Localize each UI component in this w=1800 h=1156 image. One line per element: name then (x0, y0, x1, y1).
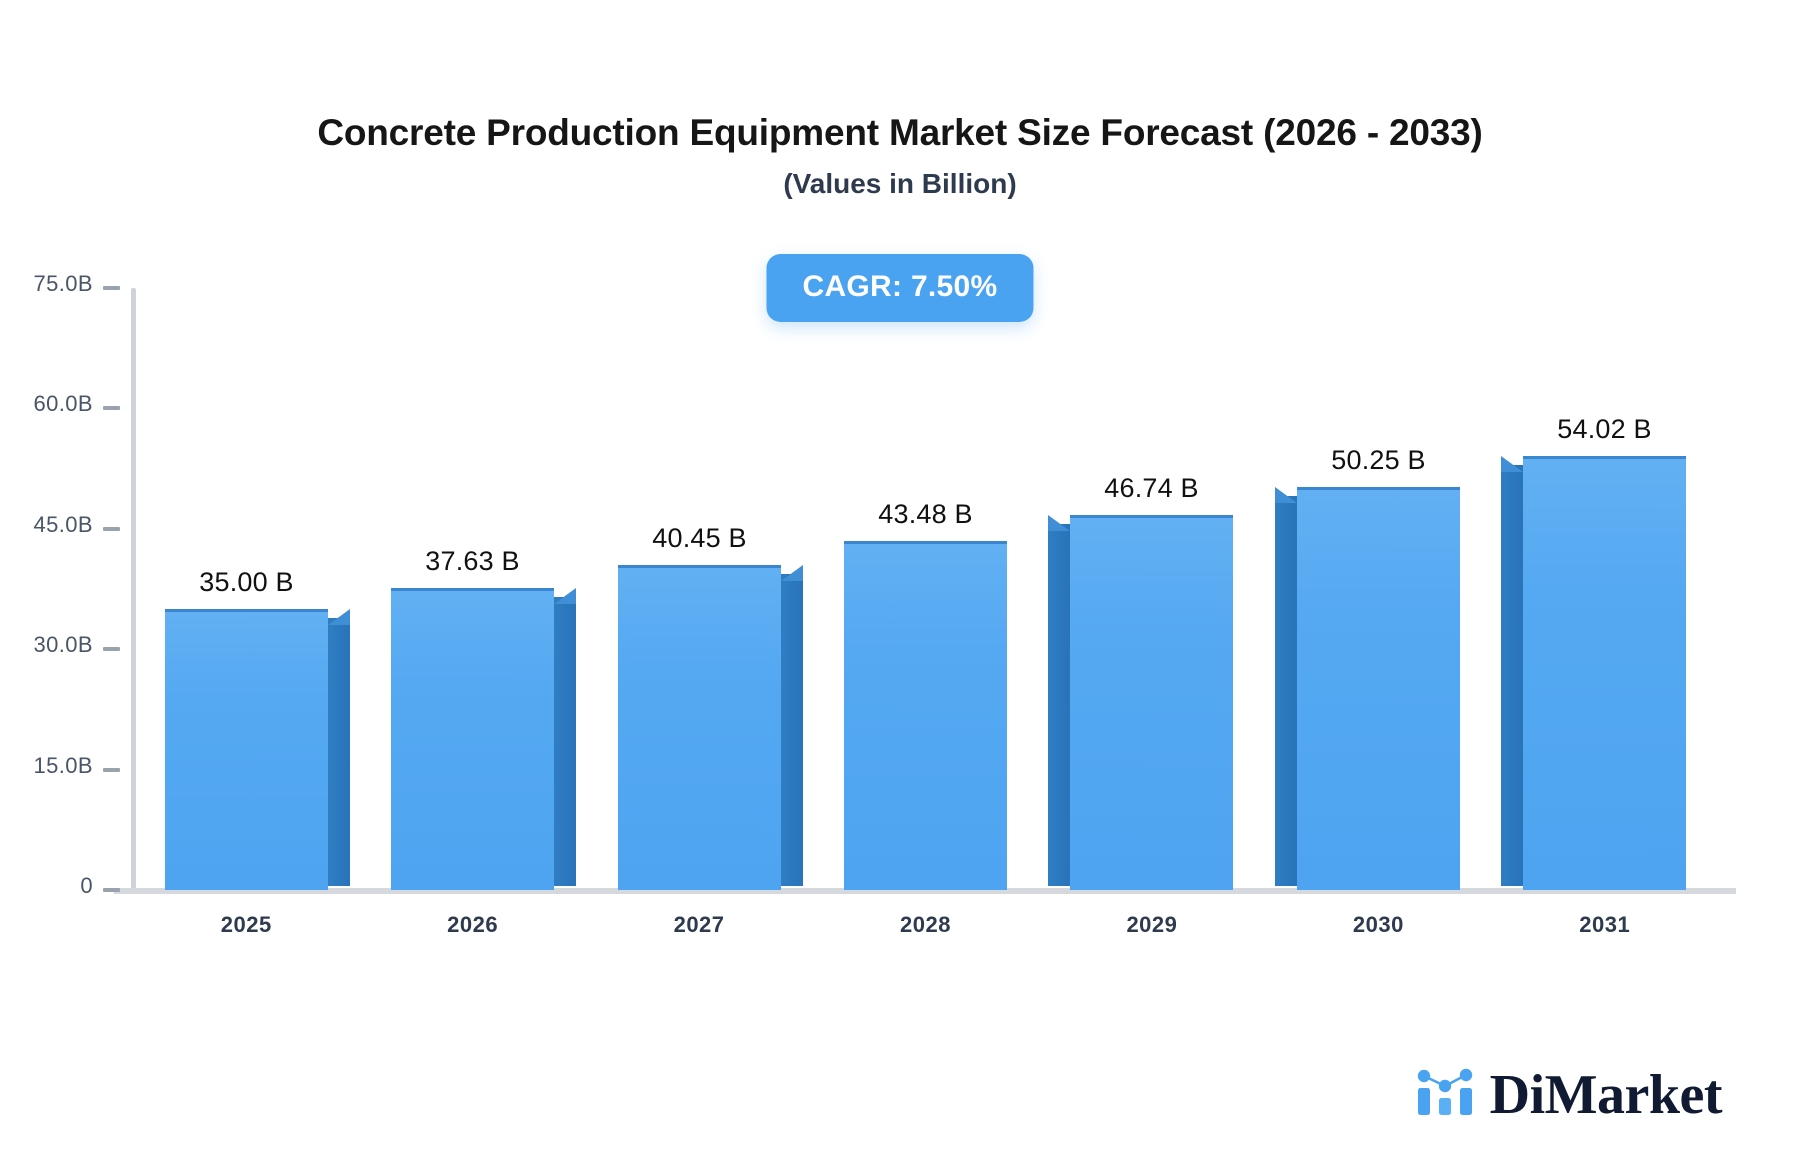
y-axis-tick-label: 30.0B (33, 632, 93, 658)
chart-title: Concrete Production Equipment Market Siz… (317, 112, 1483, 153)
bar-top-bevel (781, 565, 803, 581)
y-axis-tick-mark (103, 647, 120, 652)
bar-top-bevel (1048, 515, 1070, 531)
y-axis-line (131, 288, 136, 892)
bar-value-label: 43.48 B (878, 499, 973, 529)
y-axis-tick-mark (103, 526, 120, 531)
x-axis-label-2031: 2031 (1579, 912, 1631, 937)
bar-top-bevel (554, 588, 576, 604)
y-axis-tick-mark (103, 888, 120, 892)
bar-value-label: 50.25 B (1331, 445, 1426, 475)
bar-side-panel (781, 574, 803, 886)
y-axis-tick-label: 75.0B (33, 271, 93, 296)
bar-value-label: 46.74 B (1104, 473, 1199, 503)
x-axis-baseline (114, 888, 1736, 894)
dimarket-logo: DiMarket (1414, 1063, 1723, 1126)
bar-2029[interactable]: 46.74 B (1048, 473, 1233, 890)
y-axis-tick-label: 60.0B (33, 391, 93, 417)
bar-side-panel (1501, 465, 1523, 886)
bar-face (618, 565, 781, 890)
x-axis-label-2026: 2026 (447, 912, 499, 937)
bar-value-label: 54.02 B (1557, 414, 1652, 444)
bar-face (1297, 487, 1460, 890)
bar-chart-logo-icon (1414, 1065, 1476, 1124)
bar-2030[interactable]: 50.25 B (1275, 445, 1460, 890)
y-axis-tick-mark (103, 767, 120, 772)
bar-face (391, 588, 554, 890)
bar-value-label: 37.63 B (425, 546, 520, 576)
bar-top-bevel (1501, 456, 1523, 472)
bar-2028[interactable]: 43.48 B (844, 499, 1007, 890)
bar-value-label: 40.45 B (652, 523, 747, 553)
bar-top-bevel (328, 609, 350, 625)
bar-face (844, 541, 1007, 890)
bar-side-panel (328, 618, 350, 886)
bar-side-panel (1275, 496, 1297, 886)
bar-top-bevel (1275, 487, 1297, 503)
bar-face (165, 609, 328, 890)
bar-side-panel (554, 597, 576, 886)
x-axis-label-2027: 2027 (673, 912, 725, 937)
bar-2031[interactable]: 54.02 B (1501, 414, 1686, 890)
bar-face (1070, 515, 1233, 890)
y-axis-tick-label: 45.0B (33, 511, 93, 537)
y-axis-tick-label: 15.0B (33, 752, 93, 778)
y-axis-tick-mark (103, 406, 120, 411)
logo-wordmark: DiMarket (1489, 1063, 1723, 1126)
y-axis-tick-label: 0 (80, 873, 93, 898)
x-axis-label-2025: 2025 (220, 912, 272, 937)
bar-value-label: 35.00 B (199, 567, 294, 597)
bar-side-panel (1048, 524, 1070, 886)
bar-face (1523, 456, 1686, 890)
cagr-badge: CAGR: 7.50% (766, 254, 1034, 322)
x-axis-label-2030: 2030 (1352, 912, 1404, 937)
bar-2027[interactable]: 40.45 B (618, 523, 803, 890)
y-axis-tick-mark (103, 286, 120, 290)
bar-2026[interactable]: 37.63 B (391, 546, 576, 890)
x-axis-label-2028: 2028 (900, 912, 951, 937)
chart-subtitle: (Values in Billion) (783, 168, 1017, 199)
x-axis-label-2029: 2029 (1126, 912, 1178, 937)
bar-2025[interactable]: 35.00 B (165, 567, 350, 890)
